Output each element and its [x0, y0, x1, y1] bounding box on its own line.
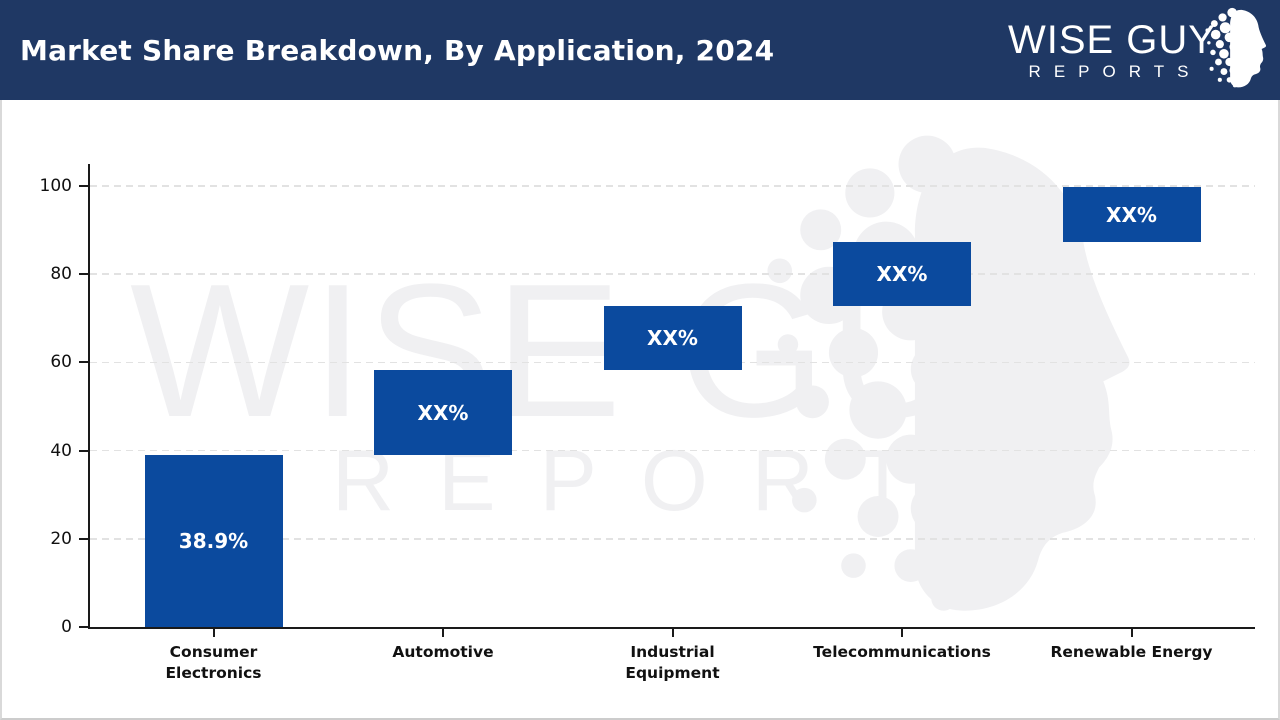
- bar-value-label: 38.9%: [178, 529, 249, 554]
- gridline: [90, 538, 1255, 540]
- header-bar: Market Share Breakdown, By Application, …: [0, 0, 1280, 100]
- y-tick-label: 100: [39, 176, 72, 196]
- page-title: Market Share Breakdown, By Application, …: [20, 33, 775, 67]
- x-tick: [671, 629, 674, 637]
- x-axis-line: [88, 627, 1255, 630]
- wiseguy-logo-sub: REPORTS: [1028, 62, 1202, 81]
- x-axis-label: Industrial Equipment: [625, 643, 720, 682]
- gridline: [90, 273, 1255, 275]
- y-tick: [79, 273, 88, 276]
- y-tick: [79, 626, 88, 628]
- wiseguy-logo: WISE GUY REPORTS: [1008, 0, 1274, 100]
- y-tick-label: 80: [50, 264, 72, 285]
- content-area: WISE GUY REPORTS 0 20 40 60 80 100 38.9% Consum…: [0, 100, 1280, 720]
- wiseguy-logo-wordmark: WISE GUY: [1007, 18, 1216, 62]
- x-axis-label: Renewable Energy: [1050, 643, 1213, 661]
- y-tick: [79, 537, 88, 540]
- bar: XX%: [374, 369, 512, 456]
- x-tick: [901, 629, 903, 637]
- y-axis-line: [88, 164, 91, 629]
- x-tick: [442, 629, 444, 637]
- x-axis-label: Telecommunications: [813, 643, 991, 661]
- bar: XX%: [1062, 187, 1201, 243]
- y-tick-label: 40: [50, 440, 72, 461]
- y-tick-label: 60: [50, 352, 72, 373]
- y-tick: [79, 361, 88, 364]
- wiseguy-face-icon: [1205, 7, 1267, 88]
- bar: XX%: [833, 242, 971, 306]
- x-tick: [1130, 629, 1133, 637]
- bar-value-label: XX%: [1106, 202, 1157, 227]
- y-tick: [79, 185, 88, 187]
- y-tick: [79, 449, 88, 452]
- y-tick-label: 20: [50, 528, 72, 549]
- x-axis-label: Consumer Electronics: [165, 643, 262, 682]
- bar: XX%: [603, 305, 742, 370]
- bar-value-label: XX%: [647, 325, 698, 350]
- gridline: [90, 449, 1255, 452]
- y-tick-label: 0: [61, 617, 72, 637]
- bar: 38.9%: [144, 455, 283, 627]
- chart-area: 0 20 40 60 80 100 38.9% Consumer Electronics XX%…: [2, 100, 1278, 718]
- bar-value-label: XX%: [876, 261, 928, 286]
- x-tick: [212, 629, 215, 637]
- wiseguy-logo-text: WISE GUY REPORTS: [1008, 20, 1216, 80]
- gridline: [90, 185, 1255, 187]
- bar-value-label: XX%: [417, 400, 469, 425]
- x-axis-label: Automotive: [392, 643, 494, 661]
